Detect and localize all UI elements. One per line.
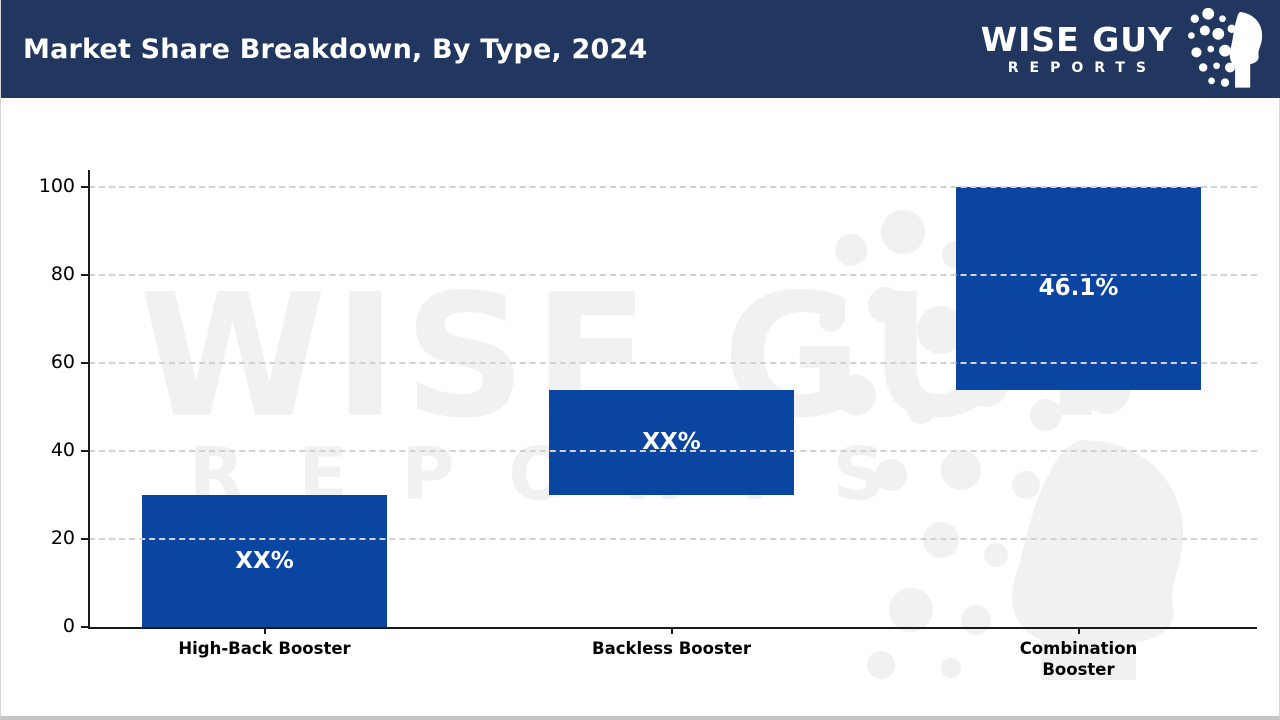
gridline xyxy=(89,274,1257,276)
y-tick-mark xyxy=(81,626,89,628)
logo-reports-label: REPORTS xyxy=(1007,60,1158,76)
category-label: High-Back Booster xyxy=(178,639,351,658)
bar-value-label: 46.1% xyxy=(1038,275,1119,302)
y-tick-label: 20 xyxy=(50,527,75,549)
bar-3: 46.1% xyxy=(956,187,1201,390)
chart-title: Market Share Breakdown, By Type, 2024 xyxy=(23,33,648,65)
category-label: Backless Booster xyxy=(592,639,751,658)
x-tick-mark xyxy=(670,627,673,634)
y-axis-line xyxy=(88,170,90,629)
gridline xyxy=(89,450,1257,452)
bar-1: XX% xyxy=(142,495,387,627)
header-bar: Market Share Breakdown, By Type, 2024 WI… xyxy=(1,0,1280,98)
y-tick-mark xyxy=(81,450,89,452)
y-tick-label: 40 xyxy=(50,439,75,461)
x-axis-line xyxy=(88,627,1257,629)
y-tick-mark xyxy=(81,186,89,188)
x-tick-mark xyxy=(1077,627,1080,634)
y-tick-mark xyxy=(81,362,89,364)
bar-2: XX% xyxy=(549,389,794,495)
logo-head-icon xyxy=(1188,7,1263,88)
gridline xyxy=(89,186,1257,188)
y-tick-label: 100 xyxy=(38,175,75,197)
category-label: Combination Booster xyxy=(1019,639,1138,680)
y-tick-label: 60 xyxy=(50,351,75,373)
bar-value-label: XX% xyxy=(235,548,294,574)
y-tick-mark xyxy=(81,538,89,540)
gridline xyxy=(89,538,1257,540)
logo-text: WISE GUY REPORTS xyxy=(981,23,1173,75)
y-tick-label: 80 xyxy=(50,263,75,285)
x-tick-mark xyxy=(263,627,266,634)
y-tick-mark xyxy=(81,274,89,276)
y-tick-label: 0 xyxy=(62,615,75,637)
gridline xyxy=(89,362,1257,364)
wiseguy-logo: WISE GUY REPORTS xyxy=(981,7,1267,91)
logo-wiseguy-label: WISE GUY xyxy=(980,20,1173,59)
